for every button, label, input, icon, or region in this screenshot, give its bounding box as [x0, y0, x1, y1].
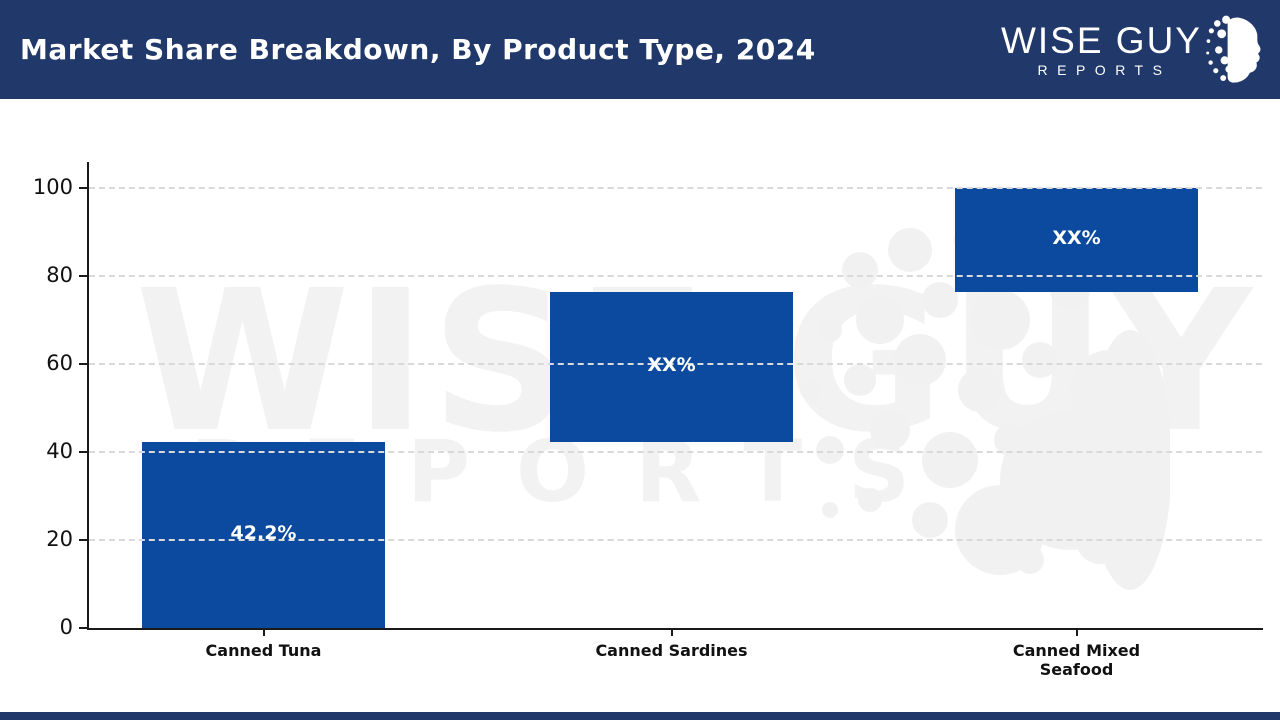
y-tick-label-20: 20 [46, 527, 73, 551]
x-axis-line [87, 628, 1263, 630]
y-tick-80 [79, 275, 88, 277]
y-tick-20 [79, 539, 88, 541]
y-tick-100 [79, 187, 88, 189]
x-tick-1 [670, 630, 673, 636]
header-bar: Market Share Breakdown, By Product Type,… [0, 0, 1280, 99]
y-tick-label-40: 40 [46, 439, 73, 463]
bar-label-0: 42.2% [230, 522, 297, 545]
logo-subtitle: REPORTS [1037, 61, 1172, 78]
gridline-y-20 [89, 539, 1262, 541]
y-tick-label-80: 80 [46, 263, 73, 287]
footer-bar [0, 712, 1280, 720]
y-tick-label-60: 60 [46, 351, 73, 375]
gridline-y-100 [89, 187, 1262, 189]
bar-0 [142, 442, 385, 628]
y-tick-40 [79, 451, 88, 453]
logo-wordmark: WISE GUY [1000, 19, 1202, 61]
x-category-label-0: Canned Tuna [205, 641, 322, 660]
bar-2 [955, 188, 1198, 293]
x-category-label-2: Canned Mixed Seafood [1012, 641, 1141, 679]
y-tick-0 [79, 627, 88, 629]
y-axis-line [87, 161, 89, 630]
x-tick-0 [262, 630, 265, 636]
bar-label-2: XX% [1052, 227, 1101, 250]
x-tick-2 [1075, 630, 1078, 636]
bar-1 [550, 292, 793, 443]
bar-label-1: XX% [647, 354, 696, 377]
y-tick-label-100: 100 [32, 175, 73, 199]
gridline-y-80 [89, 275, 1262, 277]
wiseguy-logo: WISE GUY REPORTS [1001, 0, 1266, 99]
gridline-y-40 [89, 451, 1262, 453]
chart-title: Market Share Breakdown, By Product Type,… [20, 33, 816, 66]
gridline-y-60 [89, 363, 1262, 365]
logo-text-block: WISE GUY REPORTS [1000, 19, 1202, 78]
y-tick-label-0: 0 [59, 615, 73, 639]
y-tick-60 [79, 363, 88, 365]
logo-face-icon [1206, 15, 1261, 83]
x-category-label-1: Canned Sardines [595, 641, 748, 660]
